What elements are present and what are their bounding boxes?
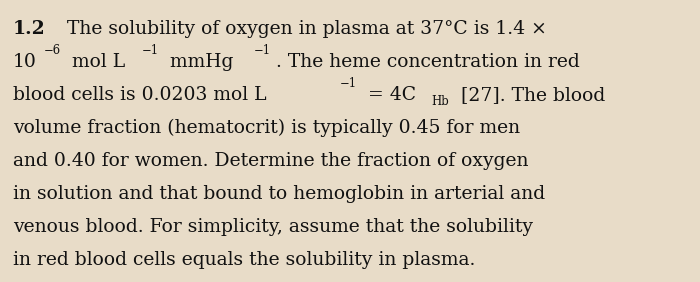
Text: blood cells is 0.0203 mol L: blood cells is 0.0203 mol L <box>13 86 266 104</box>
Text: −1: −1 <box>142 44 159 57</box>
Text: Hb: Hb <box>432 95 449 108</box>
Text: in solution and that bound to hemoglobin in arterial and: in solution and that bound to hemoglobin… <box>13 185 545 203</box>
Text: −1: −1 <box>340 77 357 90</box>
Text: in red blood cells equals the solubility in plasma.: in red blood cells equals the solubility… <box>13 251 475 269</box>
Text: volume fraction (hematocrit) is typically 0.45 for men: volume fraction (hematocrit) is typicall… <box>13 119 519 137</box>
Text: mol L: mol L <box>66 53 125 71</box>
Text: venous blood. For simplicity, assume that the solubility: venous blood. For simplicity, assume tha… <box>13 218 533 236</box>
Text: −1: −1 <box>253 44 271 57</box>
Text: and 0.40 for women. Determine the fraction of oxygen: and 0.40 for women. Determine the fracti… <box>13 152 528 170</box>
Text: . The heme concentration in red: . The heme concentration in red <box>276 53 580 71</box>
Text: mmHg: mmHg <box>164 53 233 71</box>
Text: 1.2: 1.2 <box>13 20 46 38</box>
Text: = 4C: = 4C <box>362 86 416 104</box>
Text: [27]. The blood: [27]. The blood <box>455 86 605 104</box>
Text: 10: 10 <box>13 53 36 71</box>
Text: −6: −6 <box>43 44 60 57</box>
Text: The solubility of oxygen in plasma at 37°C is 1.4 ×: The solubility of oxygen in plasma at 37… <box>55 20 547 38</box>
